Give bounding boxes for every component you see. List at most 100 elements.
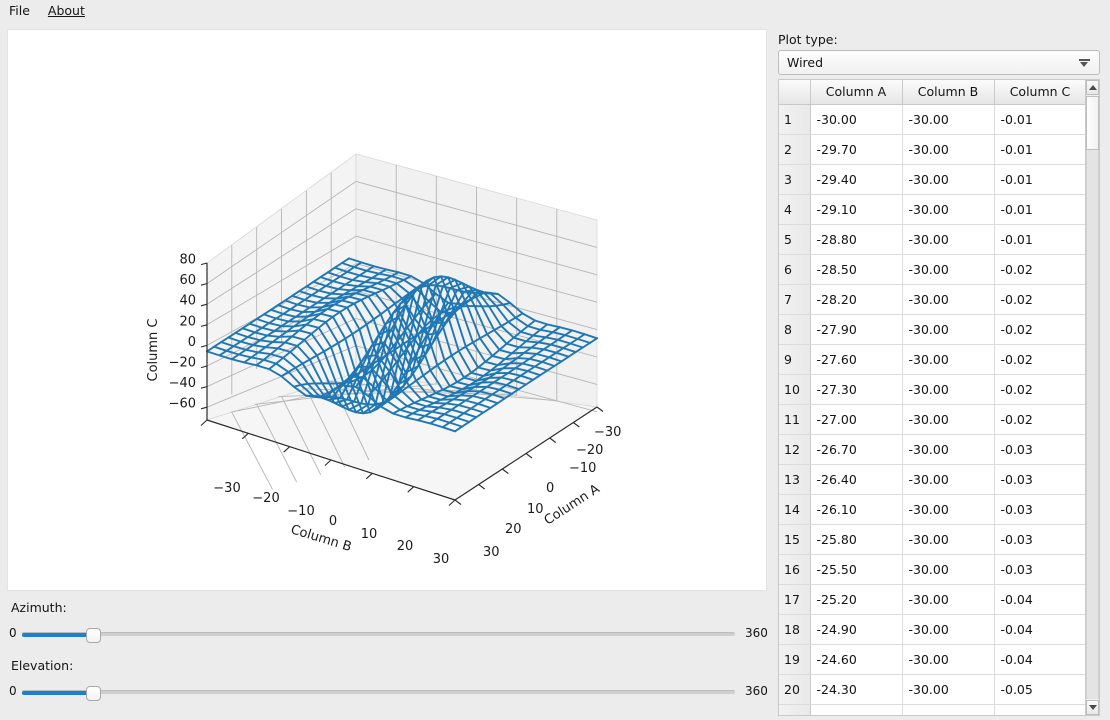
row-number-cell[interactable]: 19	[779, 644, 811, 675]
cell-column-c[interactable]: -0.04	[994, 644, 1087, 675]
row-number-cell[interactable]: 1	[779, 104, 811, 135]
cell-column-a[interactable]: -26.70	[810, 434, 903, 465]
table-row[interactable]: 18 -24.90 -30.00 -0.04	[779, 614, 1087, 645]
column-header-b[interactable]: Column B	[902, 80, 995, 105]
row-number-cell[interactable]: 3	[779, 164, 811, 195]
cell-column-c[interactable]: -0.05	[994, 674, 1087, 705]
cell-column-a[interactable]: -25.80	[810, 524, 903, 555]
column-header-a[interactable]: Column A	[810, 80, 903, 105]
cell-column-a[interactable]: -27.90	[810, 314, 903, 345]
row-number-cell[interactable]: 16	[779, 554, 811, 585]
table-vertical-scrollbar[interactable]	[1085, 80, 1099, 715]
table-row[interactable]: 7 -28.20 -30.00 -0.02	[779, 284, 1087, 315]
cell-column-a[interactable]: -30.00	[810, 104, 903, 135]
table-row[interactable]: 5 -28.80 -30.00 -0.01	[779, 224, 1087, 255]
row-number-cell[interactable]: 13	[779, 464, 811, 495]
table-row[interactable]: 9 -27.60 -30.00 -0.02	[779, 344, 1087, 375]
row-number-cell[interactable]: 4	[779, 194, 811, 225]
cell-column-a[interactable]: -28.50	[810, 254, 903, 285]
cell-column-a[interactable]: -26.40	[810, 464, 903, 495]
scrollbar-trough[interactable]	[1086, 150, 1099, 699]
table-row[interactable]: 17 -25.20 -30.00 -0.04	[779, 584, 1087, 615]
row-number-cell[interactable]: 12	[779, 434, 811, 465]
row-number-cell[interactable]: 17	[779, 584, 811, 615]
table-row[interactable]: 1 -30.00 -30.00 -0.01	[779, 104, 1087, 135]
cell-column-b[interactable]: -30.00	[902, 284, 995, 315]
cell-column-a[interactable]: -28.80	[810, 224, 903, 255]
cell-column-a[interactable]: -25.50	[810, 554, 903, 585]
cell-column-a[interactable]: -27.00	[810, 404, 903, 435]
cell-column-c[interactable]: -0.01	[994, 134, 1087, 165]
cell-column-b[interactable]: -30.00	[902, 464, 995, 495]
cell-column-c[interactable]: -0.01	[994, 194, 1087, 225]
row-number-cell[interactable]: 10	[779, 374, 811, 405]
cell-column-c[interactable]: -0.01	[994, 104, 1087, 135]
cell-column-b[interactable]: -30.00	[902, 434, 995, 465]
cell-column-a[interactable]: -27.60	[810, 344, 903, 375]
table-row[interactable]: 11 -27.00 -30.00 -0.02	[779, 404, 1087, 435]
cell-column-c[interactable]: -0.01	[994, 224, 1087, 255]
table-row[interactable]: 12 -26.70 -30.00 -0.03	[779, 434, 1087, 465]
cell-column-a[interactable]: -25.20	[810, 584, 903, 615]
row-number-cell[interactable]: 11	[779, 404, 811, 435]
cell-column-b[interactable]: -30.00	[902, 524, 995, 555]
cell-column-a[interactable]	[810, 704, 903, 715]
row-number-cell[interactable]: 18	[779, 614, 811, 645]
table-row[interactable]: 21	[779, 704, 1087, 715]
cell-column-c[interactable]: -0.02	[994, 284, 1087, 315]
table-row[interactable]: 15 -25.80 -30.00 -0.03	[779, 524, 1087, 555]
cell-column-b[interactable]: -30.00	[902, 164, 995, 195]
row-number-cell[interactable]: 15	[779, 524, 811, 555]
column-header-c[interactable]: Column C	[994, 80, 1087, 105]
row-number-cell[interactable]: 20	[779, 674, 811, 705]
cell-column-c[interactable]	[994, 704, 1087, 715]
scrollbar-thumb[interactable]	[1086, 96, 1099, 150]
table-row[interactable]: 6 -28.50 -30.00 -0.02	[779, 254, 1087, 285]
cell-column-a[interactable]: -27.30	[810, 374, 903, 405]
cell-column-a[interactable]: -29.10	[810, 194, 903, 225]
cell-column-b[interactable]: -30.00	[902, 224, 995, 255]
cell-column-b[interactable]: -30.00	[902, 344, 995, 375]
table-row[interactable]: 10 -27.30 -30.00 -0.02	[779, 374, 1087, 405]
cell-column-c[interactable]: -0.03	[994, 434, 1087, 465]
cell-column-c[interactable]: -0.02	[994, 404, 1087, 435]
menu-item-about[interactable]: About	[39, 1, 94, 21]
cell-column-b[interactable]: -30.00	[902, 104, 995, 135]
row-number-cell[interactable]: 6	[779, 254, 811, 285]
cell-column-b[interactable]: -30.00	[902, 494, 995, 525]
cell-column-b[interactable]: -30.00	[902, 614, 995, 645]
plot-type-dropdown[interactable]: Wired	[778, 50, 1100, 75]
cell-column-b[interactable]: -30.00	[902, 404, 995, 435]
table-corner-header[interactable]	[779, 80, 811, 105]
cell-column-c[interactable]: -0.03	[994, 524, 1087, 555]
cell-column-c[interactable]: -0.02	[994, 314, 1087, 345]
azimuth-slider-handle[interactable]	[85, 628, 101, 643]
cell-column-a[interactable]: -24.30	[810, 674, 903, 705]
cell-column-b[interactable]	[902, 704, 995, 715]
table-row[interactable]: 4 -29.10 -30.00 -0.01	[779, 194, 1087, 225]
row-number-cell[interactable]: 8	[779, 314, 811, 345]
table-row[interactable]: 3 -29.40 -30.00 -0.01	[779, 164, 1087, 195]
cell-column-c[interactable]: -0.04	[994, 584, 1087, 615]
cell-column-b[interactable]: -30.00	[902, 134, 995, 165]
row-number-cell[interactable]: 9	[779, 344, 811, 375]
cell-column-a[interactable]: -24.90	[810, 614, 903, 645]
azimuth-slider[interactable]	[22, 628, 735, 643]
cell-column-b[interactable]: -30.00	[902, 374, 995, 405]
cell-column-c[interactable]: -0.04	[994, 614, 1087, 645]
table-row[interactable]: 8 -27.90 -30.00 -0.02	[779, 314, 1087, 345]
table-row[interactable]: 14 -26.10 -30.00 -0.03	[779, 494, 1087, 525]
row-number-cell[interactable]: 2	[779, 134, 811, 165]
cell-column-c[interactable]: -0.02	[994, 254, 1087, 285]
row-number-cell[interactable]: 21	[779, 704, 811, 715]
cell-column-a[interactable]: -28.20	[810, 284, 903, 315]
cell-column-b[interactable]: -30.00	[902, 254, 995, 285]
cell-column-c[interactable]: -0.03	[994, 554, 1087, 585]
cell-column-a[interactable]: -29.40	[810, 164, 903, 195]
cell-column-b[interactable]: -30.00	[902, 644, 995, 675]
elevation-slider-handle[interactable]	[85, 686, 101, 701]
cell-column-b[interactable]: -30.00	[902, 584, 995, 615]
row-number-cell[interactable]: 14	[779, 494, 811, 525]
table-row[interactable]: 20 -24.30 -30.00 -0.05	[779, 674, 1087, 705]
data-table-container[interactable]: Column A Column B Column C 1 -30.00 -30.00…	[778, 79, 1100, 716]
